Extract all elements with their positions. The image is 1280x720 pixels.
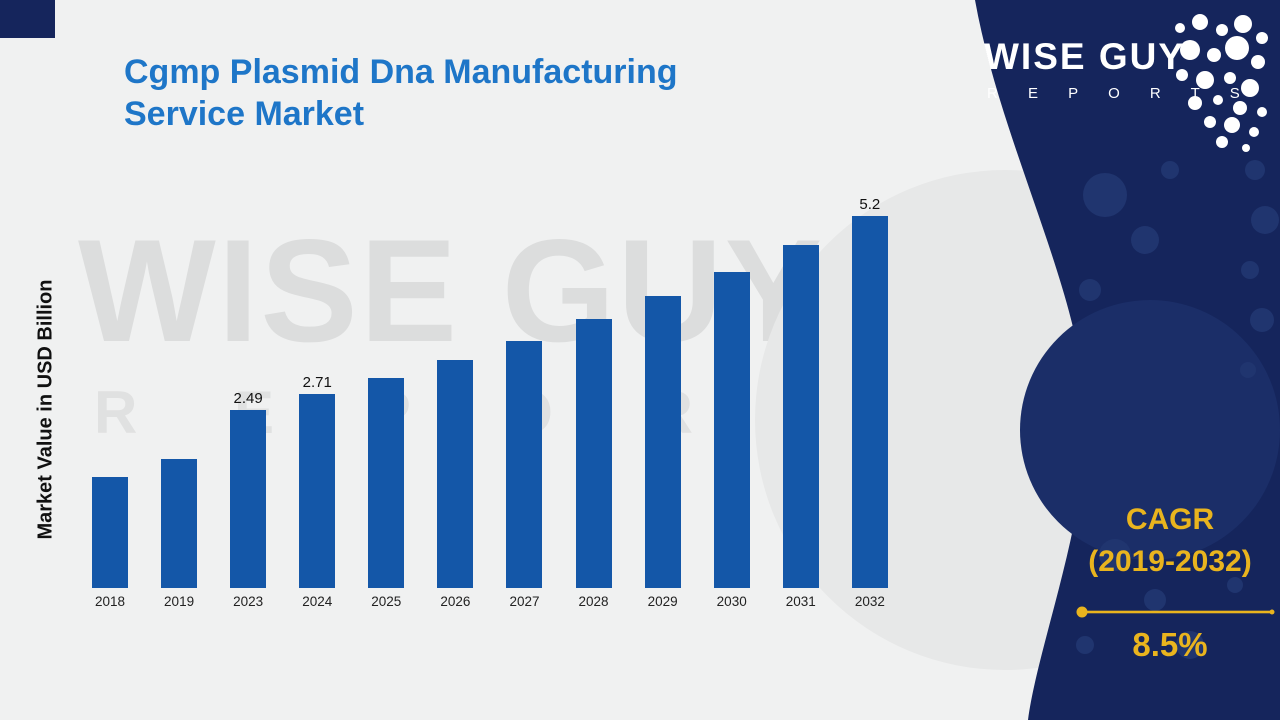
x-tick-label: 2018 [94, 594, 126, 609]
x-tick-label: 2028 [578, 594, 609, 609]
bar-value-label: 2.49 [233, 390, 263, 407]
y-axis-label: Market Value in USD Billion [34, 279, 57, 540]
corner-block [0, 0, 55, 38]
bar-slot: 2026 [429, 196, 481, 614]
logo-face-icon [1175, 14, 1268, 152]
bar-2027 [506, 341, 543, 588]
bar-2025 [368, 378, 405, 588]
bar-2018 [92, 477, 128, 588]
bar-2029 [644, 296, 681, 588]
brand-logo-wordmark: WISE GUY [984, 36, 1186, 77]
cagr-block: CAGR (2019-2032) [1058, 503, 1280, 579]
panel-face-decoration [1020, 160, 1280, 659]
bar-slot: 2018 [84, 196, 136, 614]
bar-2028 [575, 319, 612, 588]
cagr-label: CAGR [1125, 503, 1215, 536]
x-tick-label: 2025 [371, 594, 402, 609]
x-tick-label: 2027 [509, 594, 540, 609]
bar-slot: 2029 [637, 196, 689, 614]
bar-slot: 2019 [153, 196, 205, 614]
bar-slot: 2027 [498, 196, 550, 614]
bar-2024 [299, 394, 336, 588]
bar-slot: 2028 [568, 196, 620, 614]
x-tick-label: 2030 [716, 594, 747, 609]
x-tick-label: 2032 [854, 594, 885, 609]
bar-slot: 2030 [706, 196, 758, 614]
brand-logo-subtext: R E P O R T S [987, 85, 1253, 102]
bar-2026 [437, 360, 474, 588]
bar-slot: 2025 [360, 196, 412, 614]
bars-row: 2018 2019 2.49 2023 2.71 2024 2025 2026 2027 2028… [84, 196, 896, 614]
bar-2032 [851, 216, 888, 588]
cagr-range: (2019-2032) [1088, 545, 1252, 578]
bar-slot: 2.49 2023 [222, 196, 274, 614]
cagr-value: 8.5% [1132, 626, 1208, 663]
bar-value-label: 2.71 [302, 374, 332, 391]
watermark-wordmark: WISE GUY [78, 209, 825, 372]
x-tick-label: 2031 [785, 594, 816, 609]
brand-logo: WISE GUY R E P O R T S [984, 36, 1253, 102]
x-tick-label: 2029 [647, 594, 678, 609]
x-tick-label: 2023 [233, 594, 264, 609]
bar-chart: 2018 2019 2.49 2023 2.71 2024 2025 2026 2027 2028… [84, 196, 896, 614]
cagr-underline [1076, 606, 1275, 618]
x-tick-label: 2024 [302, 594, 333, 609]
bar-2030 [713, 272, 750, 588]
bar-slot: 5.2 2032 [844, 196, 896, 614]
page-title: Cgmp Plasmid Dna Manufacturing Service M… [124, 52, 678, 134]
bar-value-label: 5.2 [859, 196, 881, 213]
bar-slot: 2031 [775, 196, 827, 614]
bar-2019 [161, 459, 198, 588]
bar-2023 [230, 410, 267, 588]
bar-2031 [782, 245, 819, 588]
x-tick-label: 2026 [440, 594, 471, 609]
bar-slot: 2.71 2024 [291, 196, 343, 614]
x-tick-label: 2019 [164, 594, 195, 609]
